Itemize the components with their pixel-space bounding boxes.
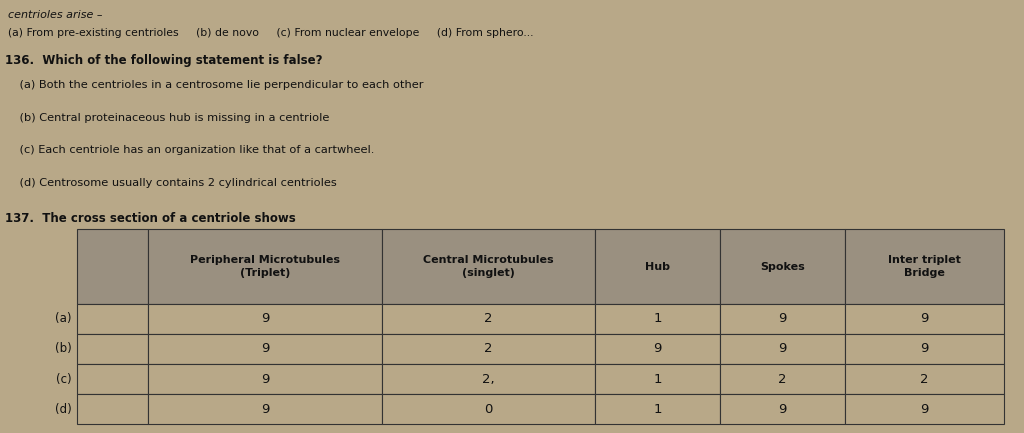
Text: Peripheral Microtubules
(Triplet): Peripheral Microtubules (Triplet) [189, 255, 340, 278]
Text: 2: 2 [484, 343, 493, 355]
Text: 9: 9 [261, 312, 269, 325]
Bar [77, 394, 147, 424]
Bar [720, 364, 846, 394]
Text: 137.  The cross section of a centriole shows: 137. The cross section of a centriole sh… [5, 212, 296, 225]
Bar [382, 364, 595, 394]
Bar [77, 304, 147, 334]
Bar [382, 334, 595, 364]
Bar [147, 364, 382, 394]
Text: 9: 9 [653, 343, 662, 355]
Bar [595, 304, 720, 334]
Bar [720, 304, 846, 334]
Text: 2: 2 [778, 372, 787, 385]
Text: (d): (d) [55, 403, 72, 416]
Text: 9: 9 [921, 403, 929, 416]
Text: 9: 9 [261, 372, 269, 385]
Text: Inter triplet
Bridge: Inter triplet Bridge [888, 255, 961, 278]
Text: 9: 9 [921, 343, 929, 355]
Text: Spokes: Spokes [761, 262, 805, 271]
Bar [846, 364, 1004, 394]
Text: Central Microtubules
(singlet): Central Microtubules (singlet) [423, 255, 554, 278]
Text: 0: 0 [484, 403, 493, 416]
Text: (a): (a) [55, 312, 72, 325]
Text: 1: 1 [653, 372, 662, 385]
Bar [147, 334, 382, 364]
Bar [77, 334, 147, 364]
Bar [846, 334, 1004, 364]
Text: (c) Each centriole has an organization like that of a cartwheel.: (c) Each centriole has an organization l… [5, 145, 375, 155]
Text: (a) From pre-existing centrioles     (b) de novo     (c) From nuclear envelope  : (a) From pre-existing centrioles (b) de … [8, 28, 534, 38]
Text: 9: 9 [921, 312, 929, 325]
Bar [846, 304, 1004, 334]
Bar [720, 394, 846, 424]
Text: 136.  Which of the following statement is false?: 136. Which of the following statement is… [5, 54, 323, 67]
Bar [382, 304, 595, 334]
Bar [846, 394, 1004, 424]
Text: 2,: 2, [482, 372, 495, 385]
Bar [147, 229, 382, 304]
Text: (b): (b) [55, 343, 72, 355]
Bar [147, 304, 382, 334]
Text: centrioles arise –: centrioles arise – [8, 10, 102, 19]
Text: 2: 2 [921, 372, 929, 385]
Text: 9: 9 [778, 312, 786, 325]
Text: 1: 1 [653, 403, 662, 416]
Text: (d) Centrosome usually contains 2 cylindrical centrioles: (d) Centrosome usually contains 2 cylind… [5, 178, 337, 187]
Text: 1: 1 [653, 312, 662, 325]
Bar [720, 334, 846, 364]
Bar [595, 229, 720, 304]
Bar [382, 394, 595, 424]
Bar [595, 394, 720, 424]
Text: Hub: Hub [645, 262, 670, 271]
Bar [846, 229, 1004, 304]
Text: 9: 9 [261, 343, 269, 355]
Text: 9: 9 [261, 403, 269, 416]
Text: 9: 9 [778, 403, 786, 416]
Bar [77, 229, 147, 304]
Text: (c): (c) [56, 372, 72, 385]
Bar [77, 364, 147, 394]
Text: 2: 2 [484, 312, 493, 325]
Text: (b) Central proteinaceous hub is missing in a centriole: (b) Central proteinaceous hub is missing… [5, 113, 330, 123]
Bar [720, 229, 846, 304]
Text: (a) Both the centrioles in a centrosome lie perpendicular to each other: (a) Both the centrioles in a centrosome … [5, 80, 424, 90]
Bar [147, 394, 382, 424]
Bar [595, 364, 720, 394]
Text: 9: 9 [778, 343, 786, 355]
Bar [382, 229, 595, 304]
Bar [595, 334, 720, 364]
